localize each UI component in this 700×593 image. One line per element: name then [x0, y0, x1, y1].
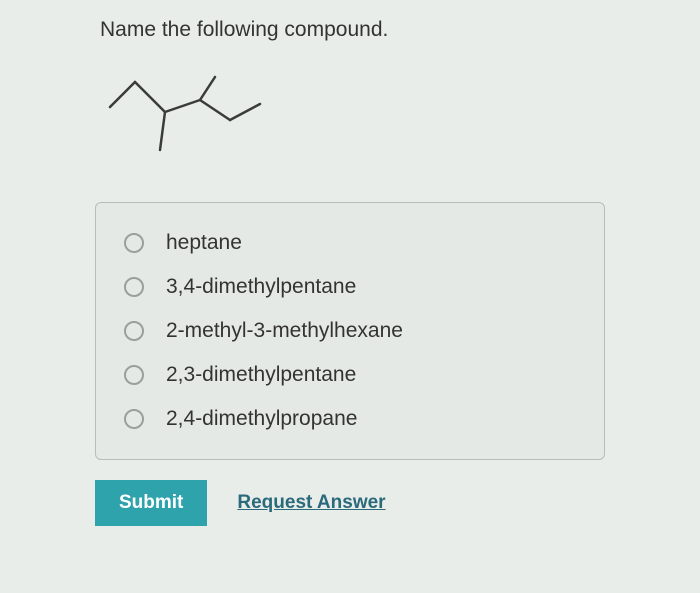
- option-label: 3,4-dimethylpentane: [166, 275, 356, 299]
- radio-button[interactable]: [124, 233, 144, 253]
- answer-options-box: heptane 3,4-dimethylpentane 2-methyl-3-m…: [95, 202, 605, 460]
- action-row: Submit Request Answer: [95, 480, 700, 526]
- option-row[interactable]: 2,4-dimethylpropane: [124, 397, 584, 441]
- radio-button[interactable]: [124, 365, 144, 385]
- option-label: heptane: [166, 231, 242, 255]
- option-label: 2,3-dimethylpentane: [166, 363, 356, 387]
- molecule-diagram: [100, 72, 270, 172]
- radio-button[interactable]: [124, 321, 144, 341]
- request-answer-link[interactable]: Request Answer: [237, 492, 385, 514]
- radio-button[interactable]: [124, 277, 144, 297]
- option-label: 2,4-dimethylpropane: [166, 407, 357, 431]
- submit-button[interactable]: Submit: [95, 480, 207, 526]
- option-row[interactable]: heptane: [124, 221, 584, 265]
- compound-structure: [0, 42, 700, 177]
- option-row[interactable]: 2,3-dimethylpentane: [124, 353, 584, 397]
- radio-button[interactable]: [124, 409, 144, 429]
- option-label: 2-methyl-3-methylhexane: [166, 319, 403, 343]
- question-prompt: Name the following compound.: [0, 0, 700, 42]
- option-row[interactable]: 3,4-dimethylpentane: [124, 265, 584, 309]
- question-panel: Name the following compound. heptane 3,4…: [0, 0, 700, 593]
- option-row[interactable]: 2-methyl-3-methylhexane: [124, 309, 584, 353]
